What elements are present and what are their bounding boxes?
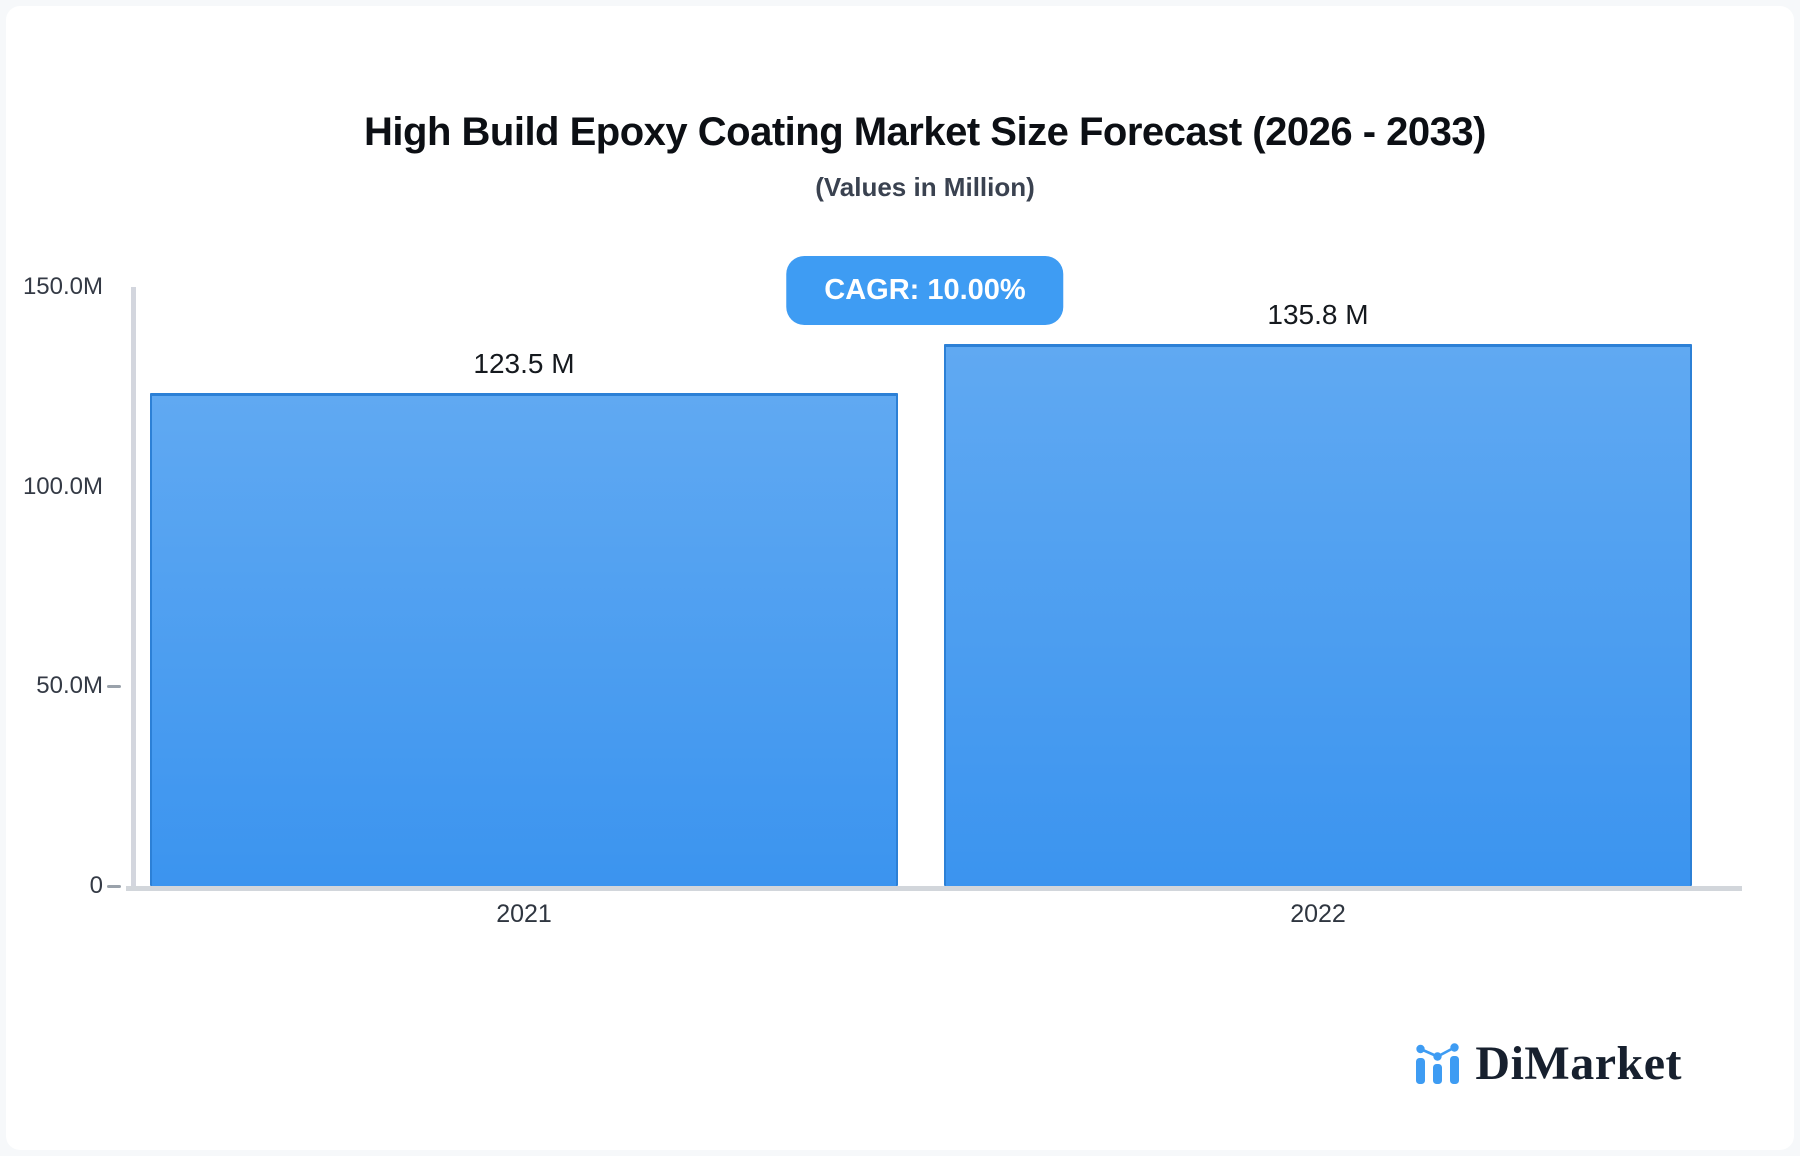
y-axis-line	[131, 287, 136, 890]
bar-value-label: 135.8 M	[1267, 298, 1369, 330]
dimarket-logo-text: DiMarket	[1475, 1037, 1682, 1090]
x-axis-line	[126, 886, 1742, 891]
x-axis-label: 2021	[496, 900, 552, 928]
bar-value-label: 123.5 M	[473, 347, 575, 379]
x-axis-label: 2022	[1290, 900, 1346, 928]
y-tick-label: 150.0M	[22, 273, 103, 300]
y-tick-mark	[107, 684, 121, 688]
y-tick-label: 50.0M	[36, 672, 103, 700]
y-tick-mark	[107, 884, 121, 888]
y-tick-label: 100.0M	[22, 472, 103, 500]
chart-subtitle: (Values in Million)	[815, 172, 1035, 202]
dimarket-logo: DiMarket	[1413, 1036, 1682, 1091]
y-tick-label: 0	[89, 872, 103, 899]
bar-2022[interactable]	[944, 343, 1692, 886]
bar-2021[interactable]	[150, 392, 898, 886]
bar-line-chart-icon	[1416, 1042, 1460, 1084]
plot-area: 123.5 M 2021 135.8 M 2022	[126, 287, 1742, 928]
chart-title: High Build Epoxy Coating Market Size For…	[364, 110, 1486, 154]
cagr-badge: CAGR: 10.00%	[786, 256, 1064, 325]
